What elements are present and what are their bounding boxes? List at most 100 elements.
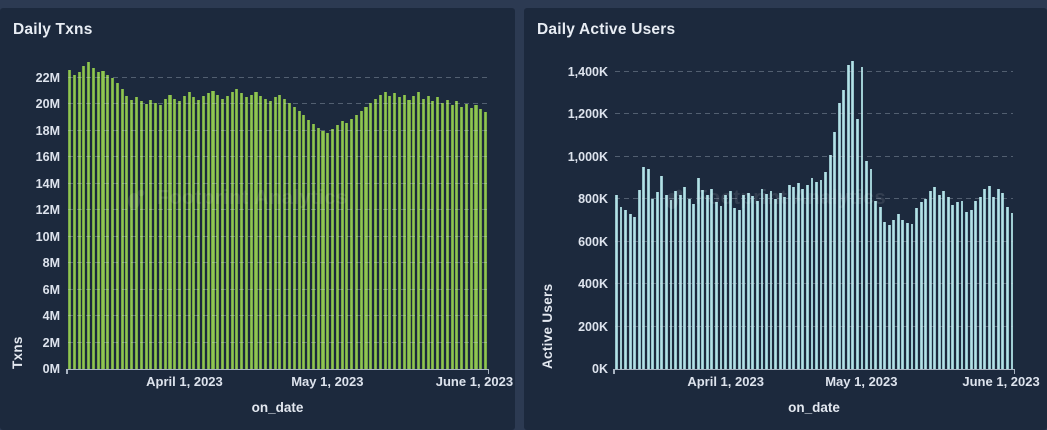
bar[interactable] xyxy=(431,101,435,369)
bar[interactable] xyxy=(125,96,129,369)
bar[interactable] xyxy=(378,94,382,369)
bar[interactable] xyxy=(139,101,143,369)
bar[interactable] xyxy=(869,168,873,369)
bar[interactable] xyxy=(354,114,358,369)
bar[interactable] xyxy=(705,195,709,369)
bar[interactable] xyxy=(111,77,115,369)
bar[interactable] xyxy=(206,93,210,369)
bar[interactable] xyxy=(896,214,900,369)
bar[interactable] xyxy=(637,189,641,369)
bar[interactable] xyxy=(842,90,846,369)
bar[interactable] xyxy=(407,100,411,369)
bar[interactable] xyxy=(469,108,473,369)
bar[interactable] xyxy=(96,72,100,369)
bar[interactable] xyxy=(464,104,468,369)
bar[interactable] xyxy=(678,194,682,369)
bar[interactable] xyxy=(474,105,478,369)
bar[interactable] xyxy=(742,195,746,369)
bar[interactable] xyxy=(683,186,687,369)
bar[interactable] xyxy=(851,60,855,369)
bar[interactable] xyxy=(330,129,335,369)
bar[interactable] xyxy=(792,186,796,369)
bar[interactable] xyxy=(168,94,172,369)
bar[interactable] xyxy=(624,210,627,369)
bar[interactable] xyxy=(460,106,464,369)
bar[interactable] xyxy=(249,94,253,369)
bar[interactable] xyxy=(760,188,764,369)
bar[interactable] xyxy=(311,123,315,369)
bar[interactable] xyxy=(615,195,618,369)
bar[interactable] xyxy=(426,96,430,369)
bar[interactable] xyxy=(264,98,268,369)
bar[interactable] xyxy=(824,171,828,369)
bar[interactable] xyxy=(350,118,354,369)
bar[interactable] xyxy=(965,211,968,369)
bar[interactable] xyxy=(724,194,727,369)
bar[interactable] xyxy=(345,122,349,369)
bar[interactable] xyxy=(701,190,705,369)
bar[interactable] xyxy=(765,194,768,369)
bar[interactable] xyxy=(374,98,378,369)
bar[interactable] xyxy=(696,178,700,369)
bar[interactable] xyxy=(244,97,248,369)
bar[interactable] xyxy=(130,100,134,369)
bar[interactable] xyxy=(746,193,750,369)
bar[interactable] xyxy=(946,196,950,369)
bar[interactable] xyxy=(82,65,86,369)
bar[interactable] xyxy=(259,96,263,369)
bar[interactable] xyxy=(1001,193,1005,369)
bar[interactable] xyxy=(710,188,714,369)
bar[interactable] xyxy=(983,188,987,369)
bar[interactable] xyxy=(292,106,296,369)
bar[interactable] xyxy=(928,190,932,369)
bar[interactable] xyxy=(996,188,1000,369)
bar[interactable] xyxy=(254,92,258,369)
bar[interactable] xyxy=(436,97,440,369)
bar[interactable] xyxy=(733,207,737,369)
bar[interactable] xyxy=(715,201,718,369)
bar[interactable] xyxy=(479,109,483,369)
bar[interactable] xyxy=(101,70,105,369)
bar[interactable] xyxy=(397,97,401,369)
bar[interactable] xyxy=(915,208,918,369)
bar[interactable] xyxy=(660,176,664,369)
bar[interactable] xyxy=(642,166,646,369)
bar[interactable] xyxy=(865,160,868,369)
bar[interactable] xyxy=(235,89,239,369)
bar[interactable] xyxy=(230,92,234,369)
bar[interactable] xyxy=(969,209,973,369)
bar[interactable] xyxy=(68,69,72,369)
bar[interactable] xyxy=(687,199,691,369)
bar[interactable] xyxy=(783,197,787,369)
bar[interactable] xyxy=(216,94,220,369)
bar[interactable] xyxy=(321,130,325,369)
bar[interactable] xyxy=(796,182,800,369)
bar[interactable] xyxy=(774,199,777,369)
bar[interactable] xyxy=(978,197,982,369)
bar[interactable] xyxy=(860,67,864,369)
bar[interactable] xyxy=(240,93,244,369)
bar[interactable] xyxy=(225,96,229,369)
bar[interactable] xyxy=(87,61,91,369)
bar[interactable] xyxy=(878,206,882,369)
bar[interactable] xyxy=(106,74,110,369)
bar[interactable] xyxy=(182,96,186,369)
bar[interactable] xyxy=(359,110,363,369)
bar[interactable] xyxy=(149,100,153,369)
bar[interactable] xyxy=(163,98,167,369)
bar[interactable] xyxy=(819,179,823,369)
bar[interactable] xyxy=(951,205,955,369)
bar[interactable] xyxy=(901,219,905,369)
bar[interactable] xyxy=(769,191,773,369)
bar[interactable] xyxy=(974,201,978,369)
bar[interactable] xyxy=(388,96,392,369)
bar[interactable] xyxy=(450,105,454,369)
bar[interactable] xyxy=(483,112,488,369)
bar[interactable] xyxy=(933,186,937,369)
bar[interactable] xyxy=(421,98,425,369)
bar[interactable] xyxy=(72,74,76,369)
bar[interactable] xyxy=(158,105,162,369)
bar[interactable] xyxy=(924,199,928,369)
bar[interactable] xyxy=(440,102,445,369)
bar[interactable] xyxy=(828,154,832,369)
